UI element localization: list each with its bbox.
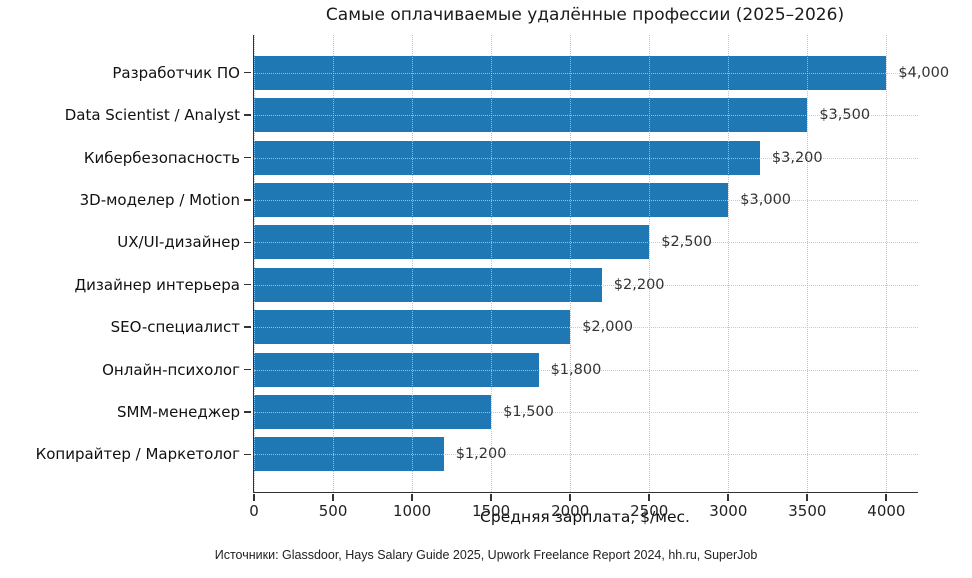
value-label: $1,500	[503, 403, 554, 420]
value-label: $4,000	[898, 64, 950, 81]
category-label: SMM-менеджер	[116, 402, 240, 421]
y-gridline	[254, 411, 918, 413]
y-tick	[244, 241, 252, 244]
category-label: Разработчик ПО	[112, 63, 240, 82]
y-gridline	[254, 72, 918, 74]
x-tick-label: 3000	[709, 502, 748, 520]
x-gridline	[412, 35, 414, 492]
value-label: $2,200	[613, 276, 665, 293]
value-label: $2,500	[661, 234, 712, 251]
x-tick-label: 4000	[867, 502, 906, 520]
x-gridline	[491, 35, 493, 492]
y-tick	[244, 368, 252, 371]
x-tick	[727, 493, 729, 501]
y-gridline	[254, 327, 918, 329]
x-gridline	[333, 35, 335, 492]
y-tick	[244, 71, 252, 74]
x-tick	[569, 493, 571, 501]
x-tick-label: 1500	[472, 502, 511, 520]
source-note: Источники: Glassdoor, Hays Salary Guide …	[214, 548, 758, 562]
x-tick-label: 500	[318, 502, 348, 520]
x-gridline	[886, 35, 888, 492]
x-gridline	[649, 35, 651, 492]
y-gridline	[254, 157, 918, 159]
x-tick	[411, 493, 413, 501]
y-tick	[244, 199, 252, 201]
chart-title: Самые оплачиваемые удалённые профессии (…	[325, 5, 845, 25]
value-label: $3,000	[740, 191, 792, 208]
x-tick	[253, 493, 255, 501]
value-label: $1,200	[455, 446, 507, 463]
value-label: $3,500	[819, 107, 871, 124]
value-label: $1,800	[550, 361, 602, 378]
y-tick	[244, 283, 252, 286]
x-gridline	[728, 35, 730, 492]
plot-area	[253, 35, 918, 493]
x-tick	[332, 493, 334, 501]
x-tick-label: 2000	[551, 502, 590, 520]
y-tick	[244, 326, 252, 328]
x-tick	[885, 493, 887, 501]
category-label: Онлайн-психолог	[102, 360, 240, 379]
y-gridline	[254, 369, 918, 371]
category-label: SEO-специалист	[110, 318, 240, 337]
y-gridline	[254, 454, 918, 456]
x-tick-label: 0	[249, 502, 259, 520]
x-axis-label: Средняя зарплата, $/мес.	[480, 508, 690, 526]
category-label: Копирайтер / Маркетолог	[35, 445, 240, 464]
category-label: 3D-моделер / Motion	[79, 190, 240, 209]
y-tick	[244, 114, 252, 116]
y-gridline	[254, 199, 918, 201]
x-tick-label: 1000	[393, 502, 432, 520]
category-label: UX/UI-дизайнер	[117, 233, 240, 252]
x-tick	[806, 493, 808, 501]
y-tick	[244, 156, 252, 159]
x-gridline	[254, 35, 255, 492]
x-tick-label: 3500	[788, 502, 827, 520]
y-gridline	[254, 115, 918, 117]
y-tick	[244, 411, 252, 413]
category-label: Кибербезопасность	[83, 148, 240, 167]
y-tick	[244, 453, 252, 456]
value-label: $3,200	[771, 149, 823, 166]
x-tick-label: 2500	[630, 502, 669, 520]
x-tick	[490, 493, 492, 501]
y-gridline	[254, 242, 918, 244]
category-label: Дизайнер интерьера	[74, 275, 240, 294]
y-gridline	[254, 284, 918, 286]
category-label: Data Scientist / Analyst	[64, 106, 240, 125]
x-tick	[648, 493, 650, 501]
value-label: $2,000	[582, 319, 633, 336]
x-gridline	[807, 35, 809, 492]
x-gridline	[570, 35, 572, 492]
